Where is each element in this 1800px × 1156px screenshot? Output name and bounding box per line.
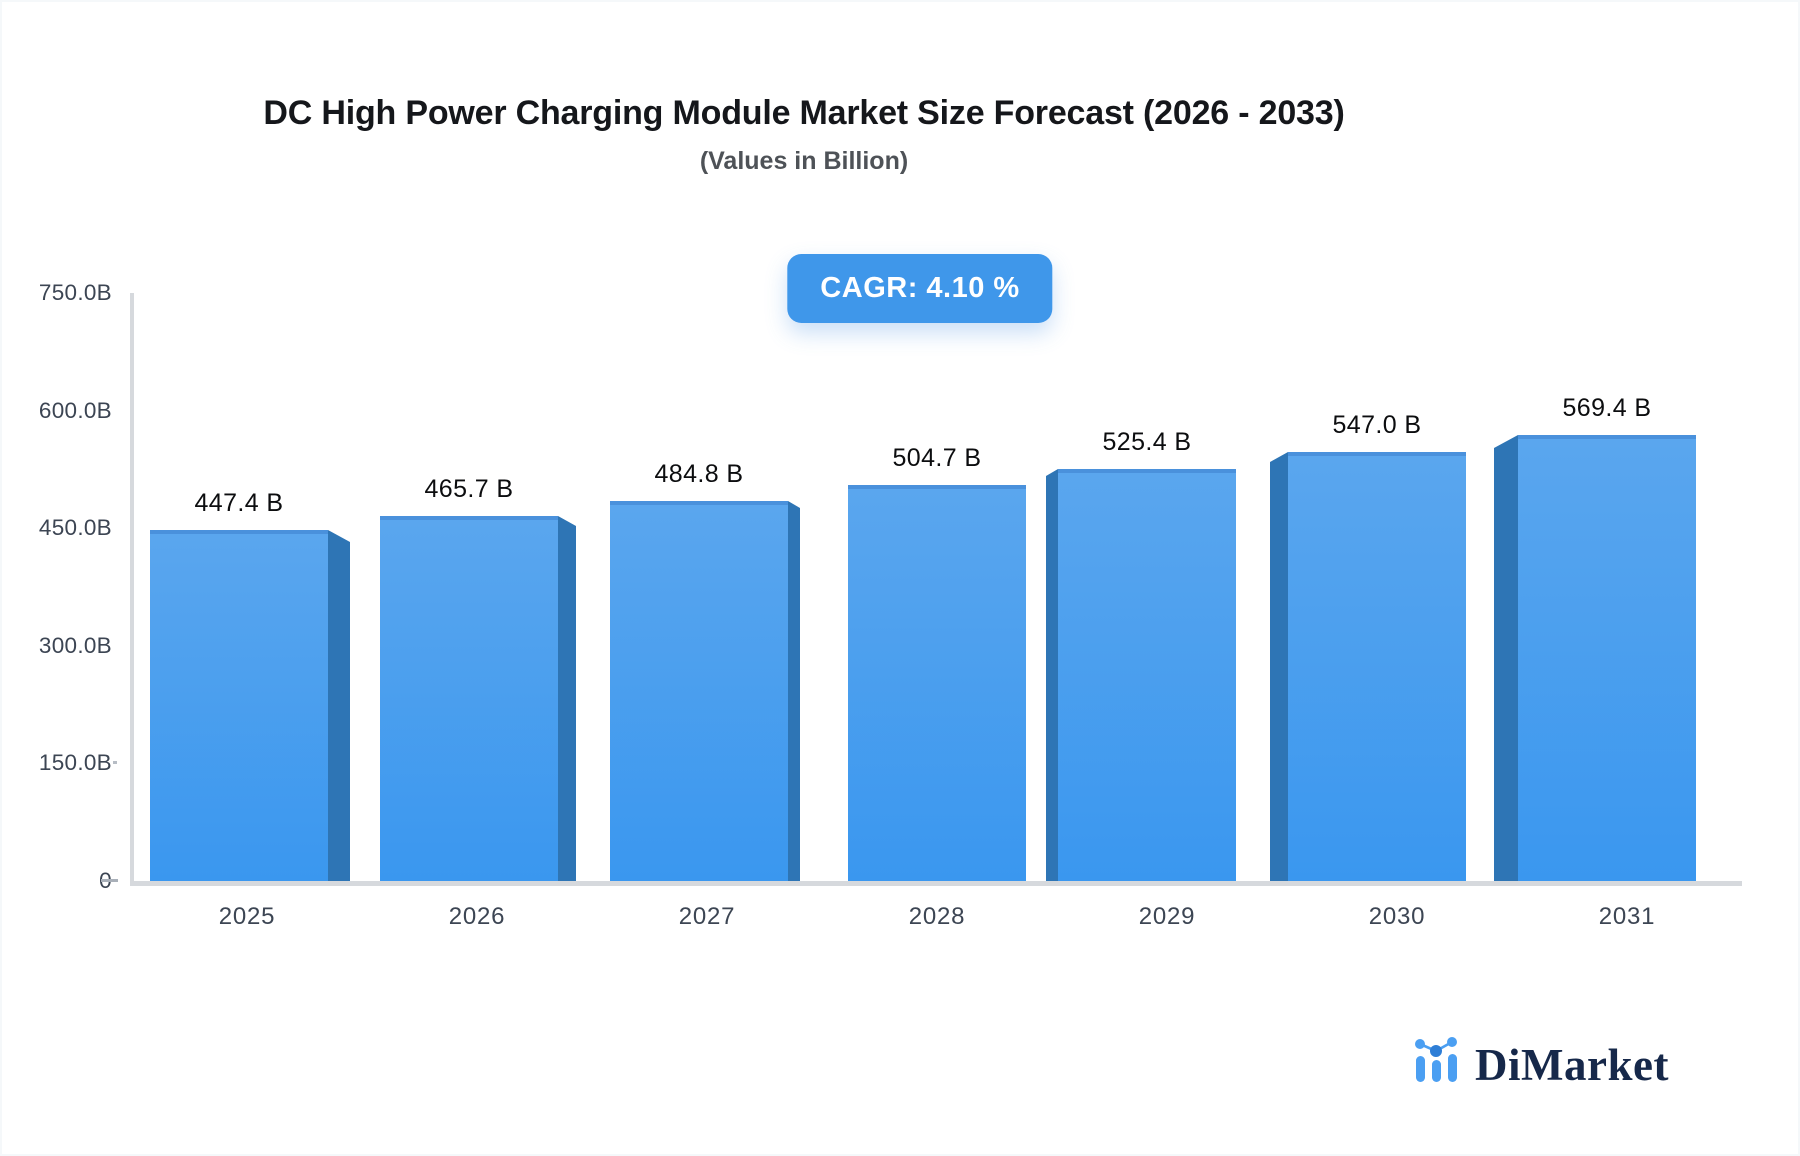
y-axis-label: 750.0B bbox=[38, 280, 112, 305]
y-axis-label: 450.0B bbox=[38, 515, 112, 541]
bar-2029[interactable] bbox=[1058, 469, 1236, 881]
bar-2027[interactable] bbox=[610, 501, 788, 881]
bar-group: 547.0 B bbox=[1270, 293, 1512, 881]
bar-group: 465.7 B bbox=[362, 293, 592, 881]
bar-side-face bbox=[558, 516, 576, 881]
bar-2031[interactable] bbox=[1518, 435, 1696, 881]
x-axis-label-2029: 2029 bbox=[1138, 903, 1196, 930]
x-axis-label-2027: 2027 bbox=[678, 903, 736, 930]
bar-side-face bbox=[328, 530, 350, 881]
y-axis-label: 0 bbox=[0, 867, 112, 895]
y-axis-label: 300.0B bbox=[38, 632, 112, 658]
bar-2026[interactable] bbox=[380, 516, 558, 881]
chart-header: DC High Power Charging Module Market Siz… bbox=[0, 94, 1608, 176]
cagr-badge: CAGR: 4.10 % bbox=[787, 254, 1053, 323]
brand-logo: DiMarket bbox=[1412, 1034, 1669, 1090]
bar-group: 569.4 B bbox=[1494, 293, 1742, 881]
bar-value-label: 484.8 B bbox=[654, 460, 744, 488]
bar-2028[interactable] bbox=[848, 485, 1026, 881]
x-axis: 2025 2026 2027 2028 2029 2030 2031 bbox=[132, 903, 1742, 931]
x-axis-label-2028: 2028 bbox=[908, 903, 966, 930]
chart-subtitle: (Values in Billion) bbox=[699, 147, 909, 175]
tick-mark bbox=[113, 761, 117, 765]
bar-side-face bbox=[788, 501, 800, 881]
bar-group: 447.4 B bbox=[132, 293, 362, 881]
bar-value-label: 525.4 B bbox=[1102, 428, 1192, 456]
y-axis-label: 150.0B bbox=[38, 750, 112, 776]
bar-group: 525.4 B bbox=[1046, 293, 1282, 881]
x-axis-label-2026: 2026 bbox=[448, 903, 506, 930]
x-axis-label-2031: 2031 bbox=[1598, 903, 1656, 930]
bar-side-face bbox=[1494, 435, 1518, 881]
x-axis-label-2025: 2025 bbox=[218, 903, 276, 930]
bar-value-label: 547.0 B bbox=[1332, 411, 1422, 439]
bar-value-label: 569.4 B bbox=[1562, 394, 1652, 422]
bar-value-label: 447.4 B bbox=[194, 489, 284, 517]
x-axis-line bbox=[130, 881, 1742, 886]
bar-chart-trend-icon bbox=[1415, 1037, 1457, 1082]
bar-value-label: 465.7 B bbox=[424, 475, 514, 503]
x-axis-label-2030: 2030 bbox=[1368, 903, 1426, 930]
tick-mark bbox=[101, 879, 118, 882]
y-axis-label: 600.0B bbox=[38, 397, 112, 423]
bar-2025[interactable] bbox=[150, 530, 328, 881]
bar-group: 504.7 B bbox=[822, 293, 1052, 881]
bar-value-label: 504.7 B bbox=[892, 444, 982, 472]
bar-2030[interactable] bbox=[1288, 452, 1466, 881]
chart-title: DC High Power Charging Module Market Siz… bbox=[263, 94, 1345, 132]
brand-name: DiMarket bbox=[1475, 1039, 1669, 1090]
bar-side-face bbox=[1270, 452, 1288, 881]
bars-container: 447.4 B 465.7 B 484.8 B 504.7 B 525.4 B 547.0… bbox=[132, 293, 1742, 881]
y-axis-line bbox=[130, 293, 134, 883]
bar-side-face bbox=[1046, 469, 1058, 881]
bar-group: 484.8 B bbox=[592, 293, 822, 881]
